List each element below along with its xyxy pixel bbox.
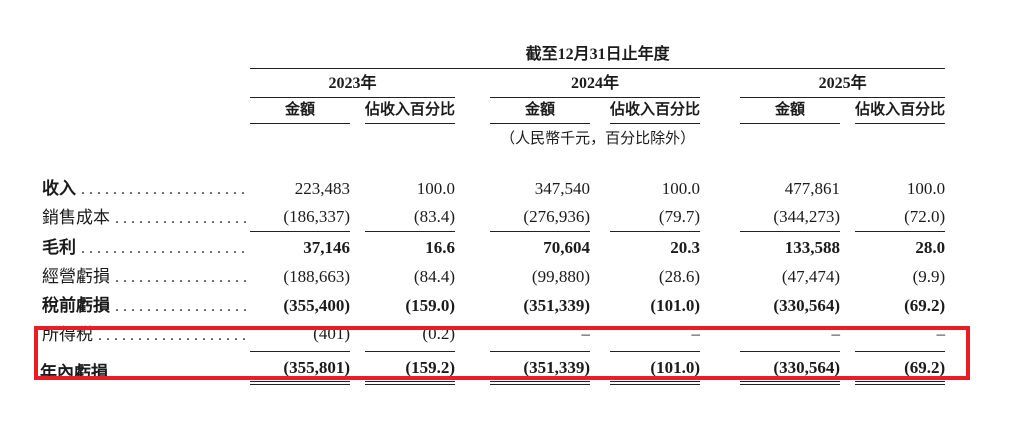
financial-table: 截至12月31日止年度 2023年 2024年 2025年 金額 佔收入百分比 … <box>40 38 946 390</box>
cell-2025-pct: (69.2) <box>904 295 946 315</box>
year-header-2025: 2025年 <box>740 68 946 98</box>
row-label: 所得税. . . . . . . . . . . . . . . . . . .… <box>40 320 250 352</box>
row-gross-profit: 毛利. . . . . . . . . . . . . . . . . . . … <box>40 232 945 262</box>
table-period-header: 截至12月31日止年度 <box>250 38 946 69</box>
cell-2023-pct: 16.6 <box>425 237 455 257</box>
row-operating-loss: 經營虧損. . . . . . . . . . . . . . . . . . … <box>40 262 945 291</box>
amount-column-header-2025: 金額 <box>740 97 840 124</box>
dot-leader: . . . . . . . . . . . . . . . . . . . . … <box>115 297 250 315</box>
double-rule <box>610 381 700 385</box>
cell-2024-pct: 20.3 <box>670 237 700 257</box>
year-header-2024: 2024年 <box>490 68 700 98</box>
cell-2024-pct: (79.7) <box>610 202 700 232</box>
cell-2025-pct: – <box>855 319 946 352</box>
table-row: 2023年 2024年 2025年 <box>40 68 946 98</box>
table-row: （人民幣千元，百分比除外） <box>40 123 945 152</box>
cell-2025-amount: 477,861 <box>784 178 840 198</box>
cell-2023-amount: 37,146 <box>303 237 350 257</box>
cell-2025-pct: (9.9) <box>912 266 946 286</box>
cell-2023-pct: 100.0 <box>416 178 455 198</box>
cell-2023-amount: (188,663) <box>283 266 350 286</box>
cell-2025-amount: (330,564) <box>740 352 840 390</box>
cell-2024-amount: (351,339) <box>523 295 590 315</box>
row-label: 稅前虧損. . . . . . . . . . . . . . . . . . … <box>40 291 250 320</box>
cell-2024-pct: – <box>610 319 700 352</box>
cell-2025-pct: (72.0) <box>855 202 946 232</box>
cell-2024-pct: (101.0) <box>610 352 700 390</box>
double-rule <box>490 381 590 385</box>
cell-2025-amount: (330,564) <box>773 295 840 315</box>
cell-2023-amount: (355,400) <box>283 295 350 315</box>
cell-2023-amount: (355,801) <box>250 352 350 390</box>
row-loss-for-year: 年內虧損. . . . . . . . . . . . . . . . . . … <box>40 352 946 390</box>
cell-2024-amount: (351,339) <box>490 352 590 390</box>
cell-2025-pct: (69.2) <box>855 352 946 390</box>
cell-2024-pct: (101.0) <box>650 295 700 315</box>
double-rule <box>250 381 350 385</box>
cell-2023-pct: (84.4) <box>413 266 455 286</box>
dot-leader: . . . . . . . . . . . . . . . . . . . . … <box>113 364 250 382</box>
cell-2025-amount: 133,588 <box>784 237 840 257</box>
cell-2024-amount: (276,936) <box>490 202 590 232</box>
cell-2024-amount: 347,540 <box>534 178 590 198</box>
cell-2023-pct: (159.2) <box>365 352 455 390</box>
row-label: 年內虧損. . . . . . . . . . . . . . . . . . … <box>40 352 250 390</box>
row-label: 經營虧損. . . . . . . . . . . . . . . . . . … <box>40 262 250 291</box>
dot-leader: . . . . . . . . . . . . . . . . . . . . … <box>115 209 250 227</box>
double-rule <box>855 381 946 385</box>
cell-2023-amount: (401) <box>250 319 350 352</box>
row-cost-of-sales: 銷售成本. . . . . . . . . . . . . . . . . . … <box>40 202 946 232</box>
cell-2025-amount: – <box>740 319 840 352</box>
table-row: 截至12月31日止年度 <box>40 38 946 69</box>
cell-2023-amount: 223,483 <box>294 178 350 198</box>
table-row: 金額 佔收入百分比 金額 佔收入百分比 金額 佔收入百分比 <box>40 97 946 124</box>
double-rule <box>365 381 455 385</box>
cell-2023-pct: (159.0) <box>405 295 455 315</box>
pct-column-header-2024: 佔收入百分比 <box>610 97 700 124</box>
pct-column-header-2025: 佔收入百分比 <box>855 97 946 124</box>
row-income-tax: 所得税. . . . . . . . . . . . . . . . . . .… <box>40 319 946 352</box>
amount-column-header-2023: 金額 <box>250 97 350 124</box>
cell-2025-amount: (344,273) <box>740 202 840 232</box>
cell-2024-amount: 70,604 <box>543 237 590 257</box>
dot-leader: . . . . . . . . . . . . . . . . . . . . … <box>81 180 250 198</box>
dot-leader: . . . . . . . . . . . . . . . . . . . . … <box>81 239 250 257</box>
cell-2023-pct: (83.4) <box>365 202 455 232</box>
spacer-row <box>40 152 945 174</box>
amount-column-header-2024: 金額 <box>490 97 590 124</box>
row-label: 銷售成本. . . . . . . . . . . . . . . . . . … <box>40 203 250 232</box>
year-header-2023: 2023年 <box>250 68 455 98</box>
cell-2023-pct: (0.2) <box>365 319 455 352</box>
row-label: 收入. . . . . . . . . . . . . . . . . . . … <box>40 174 250 203</box>
cell-2025-pct: 28.0 <box>915 237 946 257</box>
cell-2025-amount: (47,474) <box>781 266 840 286</box>
cell-2023-amount: (186,337) <box>250 202 350 232</box>
dot-leader: . . . . . . . . . . . . . . . . . . . . … <box>115 268 250 286</box>
currency-note: （人民幣千元，百分比除外） <box>500 130 696 147</box>
cell-2025-pct: 100.0 <box>906 178 946 198</box>
cell-2024-amount: (99,880) <box>531 266 590 286</box>
double-rule <box>740 381 840 385</box>
row-label: 毛利. . . . . . . . . . . . . . . . . . . … <box>40 232 250 262</box>
dot-leader: . . . . . . . . . . . . . . . . . . . . … <box>98 326 250 344</box>
row-loss-before-tax: 稅前虧損. . . . . . . . . . . . . . . . . . … <box>40 291 945 320</box>
pct-column-header-2023: 佔收入百分比 <box>365 97 455 124</box>
row-revenue: 收入. . . . . . . . . . . . . . . . . . . … <box>40 174 945 203</box>
cell-2024-amount: – <box>490 319 590 352</box>
cell-2024-pct: (28.6) <box>658 266 700 286</box>
cell-2024-pct: 100.0 <box>661 178 700 198</box>
